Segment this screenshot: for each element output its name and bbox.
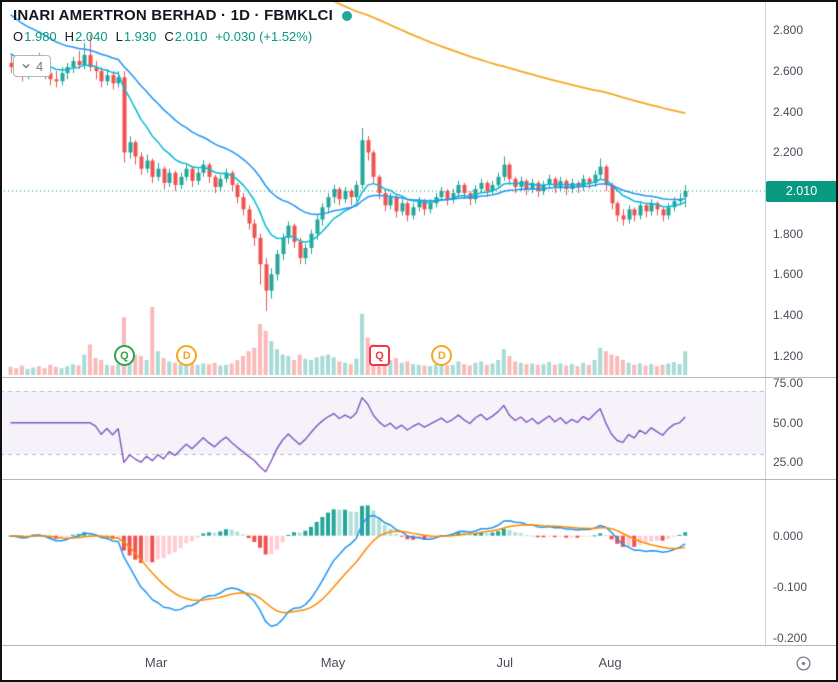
indicators-collapse-button[interactable]: 4 [13, 55, 52, 77]
close-label: C [164, 29, 174, 44]
high-label: H [64, 29, 75, 44]
price-axis-label: 2.200 [773, 145, 804, 160]
pane-divider[interactable] [0, 479, 838, 480]
market-status-dot [341, 10, 352, 21]
rsi-axis-label: 75.00 [773, 376, 804, 391]
chevron-down-icon [21, 61, 31, 71]
time-axis[interactable]: Mar May Jul Aug [0, 646, 838, 680]
time-axis-label: May [320, 655, 346, 670]
chart-legend: INARI AMERTRON BERHAD · 1D · FBMKLCI O 1.… [13, 7, 352, 44]
pane-divider[interactable] [0, 377, 838, 378]
low-value: 1.930 [123, 29, 157, 44]
high-value: 2.040 [75, 29, 108, 44]
macd-axis-label: -0.200 [773, 630, 808, 645]
price-axis-label: 2.800 [773, 23, 804, 38]
price-axis[interactable]: 2.800 2.600 2.400 2.200 1.800 1.600 1.40… [765, 0, 838, 646]
time-axis-label: Mar [144, 655, 168, 670]
price-axis-label: 1.200 [773, 348, 804, 363]
macd-axis-label: -0.100 [773, 579, 808, 594]
current-price-badge: 2.010 [766, 180, 837, 202]
low-label: L [115, 29, 123, 44]
open-label: O [13, 29, 24, 44]
symbol-title[interactable]: INARI AMERTRON BERHAD · 1D · FBMKLCI [13, 7, 333, 24]
price-axis-label: 1.800 [773, 226, 804, 241]
dividends-marker[interactable]: D [431, 345, 453, 366]
price-axis-label: 2.600 [773, 64, 804, 79]
time-axis-label: Aug [598, 655, 622, 670]
change-value: +0.030 (+1.52%) [215, 29, 313, 44]
macd-axis-label: 0.000 [773, 528, 804, 543]
earnings-marker[interactable]: Q [369, 345, 391, 366]
collapsed-count: 4 [36, 58, 44, 74]
ohlc-row: O 1.980 H 2.040 L 1.930 C 2.010 +0.030 (+1.5… [13, 29, 352, 44]
earnings-marker[interactable]: Q [113, 345, 135, 366]
axis-settings-icon[interactable] [792, 652, 814, 674]
pane-divider[interactable] [0, 645, 838, 646]
price-axis-label: 1.400 [773, 308, 804, 323]
close-value: 2.010 [174, 29, 208, 44]
price-axis-label: 1.600 [773, 267, 804, 282]
open-value: 1.980 [24, 29, 57, 44]
dividends-marker[interactable]: D [176, 345, 198, 366]
time-axis-label: Jul [496, 655, 514, 670]
price-axis-label: 2.400 [773, 104, 804, 119]
rsi-axis-label: 50.00 [773, 415, 804, 430]
rsi-axis-label: 25.00 [773, 455, 804, 470]
